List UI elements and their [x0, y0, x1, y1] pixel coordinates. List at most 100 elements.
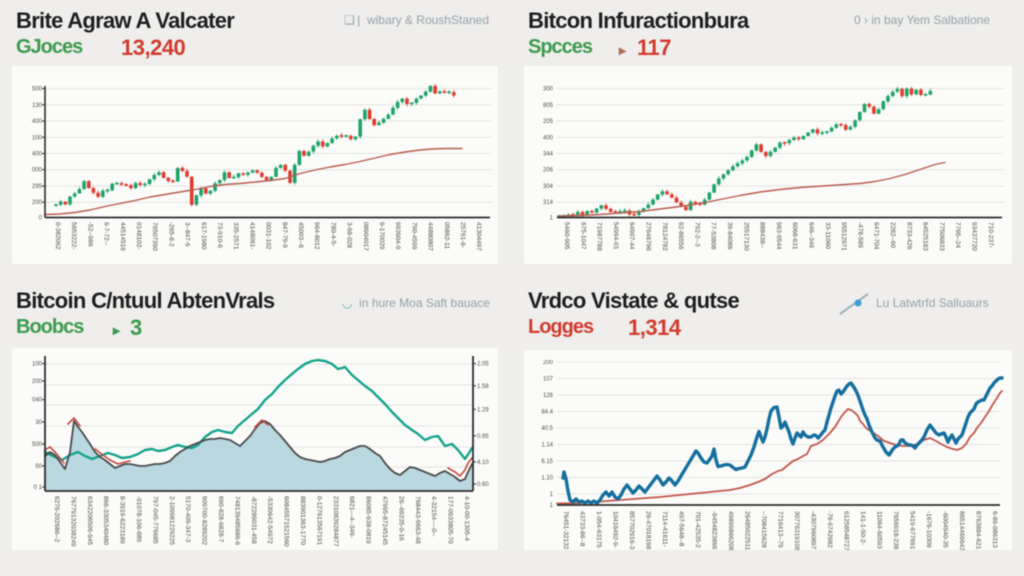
- svg-text:54994-01: 54994-01: [612, 222, 619, 250]
- svg-text:130: 130: [32, 103, 43, 109]
- svg-text:7716413--79: 7716413--79: [777, 511, 784, 548]
- svg-text:0.60: 0.60: [477, 482, 489, 488]
- svg-text:-9454823866: -9454823866: [711, 511, 718, 550]
- svg-text:963-9544: 963-9544: [775, 222, 782, 250]
- svg-text:0031-102: 0031-102: [265, 222, 272, 250]
- svg-text:92-86556: 92-86556: [677, 222, 684, 250]
- svg-text:314: 314: [543, 200, 554, 206]
- svg-text:675-1047: 675-1047: [579, 222, 586, 250]
- svg-text:30: 30: [35, 420, 42, 426]
- svg-text:76507390: 76507390: [151, 222, 158, 251]
- svg-text:2-109981229225: 2-109981229225: [168, 496, 175, 546]
- svg-text:50: 50: [35, 464, 42, 470]
- svg-text:39-84086: 39-84086: [726, 222, 733, 250]
- svg-text:76451-32132: 76451-32132: [562, 511, 569, 550]
- svg-text:4148061-: 4148061-: [248, 222, 255, 249]
- svg-text:866-3305340480: 866-3305340480: [102, 496, 109, 546]
- svg-text:6471-704: 6471-704: [873, 222, 880, 250]
- svg-text:0148102-: 0148102-: [135, 222, 142, 249]
- svg-text:10416492-9-: 10416492-9-: [612, 511, 619, 548]
- svg-text:4.10: 4.10: [477, 460, 489, 466]
- svg-text:177-0933805-70: 177-0933805-70: [447, 496, 454, 544]
- svg-text:7114-41611-: 7114-41611-: [661, 511, 668, 547]
- svg-text:3--847-9: 3--847-9: [184, 222, 191, 247]
- svg-text:4-32154----0--: 4-32154----0--: [430, 496, 437, 536]
- svg-text:792-2--3: 792-2--3: [693, 222, 700, 247]
- svg-text:64907-44: 64907-44: [628, 222, 635, 250]
- svg-text:30776319108: 30776319108: [793, 511, 800, 550]
- svg-text:335-2571: 335-2571: [232, 222, 239, 250]
- svg-text:5419-677691: 5419-677691: [909, 511, 916, 550]
- svg-text:1: 1: [550, 216, 554, 222]
- svg-text:--708415628: --708415628: [760, 511, 767, 548]
- svg-text:206: 206: [543, 168, 554, 174]
- svg-text:646--346: 646--346: [808, 222, 815, 248]
- svg-text:1.58: 1.58: [477, 384, 489, 390]
- svg-text:60845571521560: 60845571521560: [283, 496, 290, 547]
- svg-text:26-47018198: 26-47018198: [645, 511, 652, 550]
- svg-text:500: 500: [32, 87, 43, 93]
- svg-text:3-98-028: 3-98-028: [346, 222, 353, 248]
- svg-text:617-1980: 617-1980: [200, 222, 207, 250]
- svg-text:61258548727: 61258548727: [843, 511, 850, 550]
- svg-text:44880807: 44880807: [427, 222, 434, 251]
- svg-text:400: 400: [32, 119, 43, 125]
- svg-text:76779132038249: 76779132038249: [69, 496, 76, 547]
- svg-text:909700-8289202: 909700-8289202: [201, 496, 208, 546]
- svg-text:300: 300: [543, 87, 554, 93]
- svg-text:701-42535-2: 701-42535-2: [694, 511, 701, 548]
- svg-text:780-4-5-: 780-4-5-: [329, 222, 336, 247]
- svg-text:71987788: 71987788: [596, 222, 603, 251]
- svg-text:45003--6: 45003--6: [297, 222, 304, 248]
- svg-text:797-045-776685: 797-045-776685: [151, 496, 158, 544]
- svg-text:748139485686-6: 748139485686-6: [233, 496, 240, 546]
- svg-text:200: 200: [32, 379, 43, 385]
- svg-text:5653222-: 5653222-: [70, 222, 77, 249]
- svg-text:44514516: 44514516: [119, 222, 126, 251]
- svg-text:-5330642-54972: -5330642-54972: [266, 496, 273, 544]
- svg-text:8763884-621: 8763884-621: [975, 511, 982, 550]
- svg-text:847-79-9: 847-79-9: [281, 222, 288, 248]
- svg-text:200: 200: [543, 360, 554, 366]
- svg-text:43733-86--8: 43733-86--8: [579, 511, 586, 547]
- svg-text:0-382062: 0-382062: [54, 222, 61, 250]
- svg-text:1: 1: [550, 492, 554, 498]
- svg-text:6-86-086313: 6-86-086313: [991, 511, 998, 548]
- svg-text:9-170029: 9-170029: [378, 222, 385, 250]
- svg-text:1.14: 1.14: [541, 443, 553, 449]
- svg-text:107: 107: [543, 377, 554, 383]
- svg-text:141-1-50-2-: 141-1-50-2-: [859, 511, 866, 545]
- svg-text:126: 126: [543, 393, 554, 399]
- svg-text:-1676-10306: -1676-10306: [925, 511, 932, 548]
- svg-text:27646796: 27646796: [645, 222, 652, 251]
- svg-text:1.10: 1.10: [541, 476, 553, 482]
- svg-text:2.05: 2.05: [477, 362, 489, 368]
- svg-text:768443-9663-48: 768443-9663-48: [414, 496, 421, 544]
- svg-text:7765--24: 7765--24: [954, 222, 961, 248]
- svg-text:6.15: 6.15: [541, 459, 553, 465]
- svg-text:77-53808: 77-53808: [710, 222, 717, 250]
- svg-text:6-7-72--: 6-7-72--: [103, 222, 110, 245]
- svg-text:47995-87245145: 47995-87245145: [381, 496, 388, 546]
- svg-text:344: 344: [543, 152, 554, 158]
- svg-text:205: 205: [543, 119, 554, 125]
- svg-text:710-237-: 710-237-: [987, 222, 994, 248]
- svg-text:-52--986: -52--986: [86, 222, 93, 247]
- svg-text:400: 400: [543, 135, 554, 141]
- svg-text:200: 200: [32, 200, 43, 206]
- svg-text:100: 100: [32, 362, 43, 368]
- svg-text:7656918-238: 7656918-238: [892, 511, 899, 550]
- svg-text:8733-426: 8733-426: [905, 222, 912, 250]
- svg-text:6276-202686--2: 6276-202686--2: [53, 496, 60, 543]
- svg-text:1: 1: [550, 503, 554, 509]
- svg-text:25517130: 25517130: [742, 222, 749, 251]
- svg-text:5170-409-347-3: 5170-409-347-3: [184, 496, 191, 543]
- svg-text:93437720: 93437720: [971, 222, 978, 251]
- svg-text:95512971: 95512971: [840, 222, 847, 251]
- svg-text:-265-8-2: -265-8-2: [167, 222, 174, 247]
- svg-text:0-127613567191: 0-127613567191: [315, 496, 322, 546]
- svg-text:6068-631: 6068-631: [791, 222, 798, 250]
- svg-text:690-828-6828-7: 690-828-6828-7: [217, 496, 224, 543]
- svg-text:-478-589: -478-589: [856, 222, 863, 248]
- svg-text:41304497: 41304497: [475, 222, 482, 251]
